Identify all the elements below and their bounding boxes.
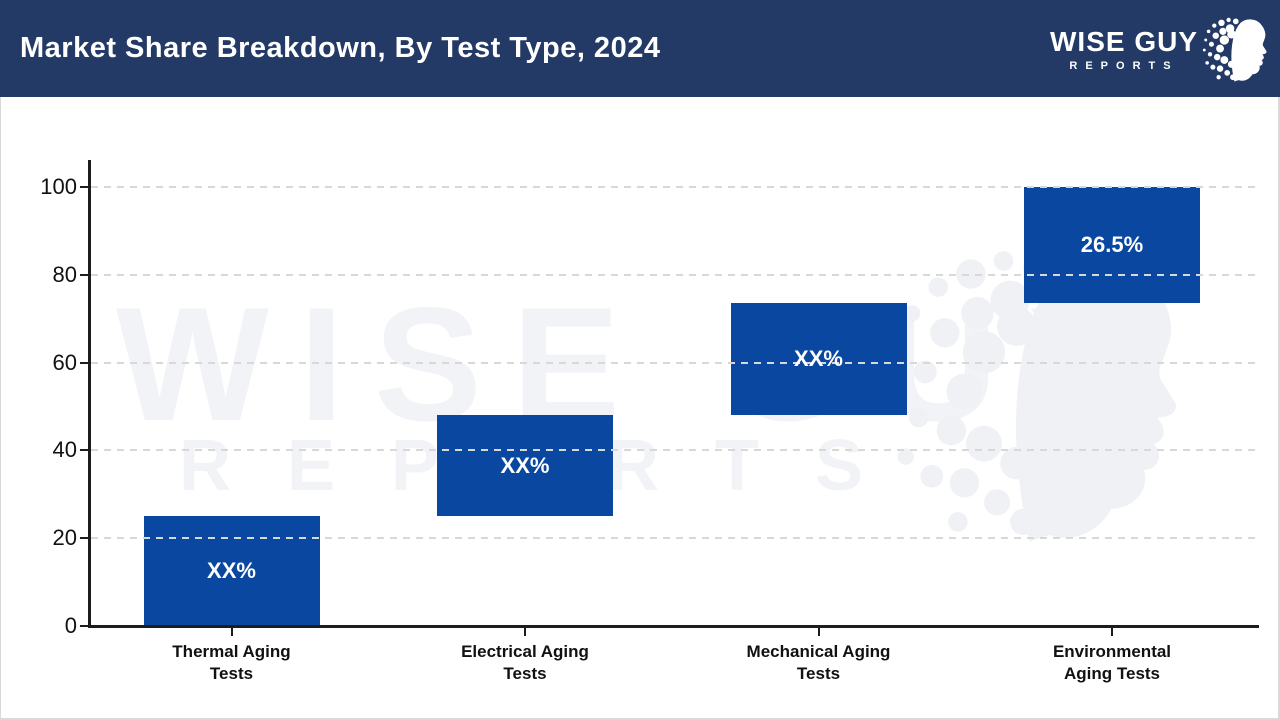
y-axis-tick-label-20: 20: [52, 525, 77, 551]
logo-text: WISE GUY REPORTS: [1050, 27, 1198, 73]
bar-electrical-aging-tests: [437, 415, 613, 517]
y-axis-tick-label-0: 0: [64, 613, 77, 638]
y-axis-line: [88, 160, 91, 628]
x-axis-category-label: Mechanical Aging Tests: [679, 641, 959, 685]
category-label-line: Aging Tests: [1063, 664, 1161, 683]
x-axis-line: [88, 625, 1259, 628]
x-axis-category-label: Electrical Aging Tests: [385, 641, 665, 685]
bar-environmental-aging-tests: [1024, 187, 1200, 304]
category-label-line: Thermal Aging: [172, 642, 291, 661]
x-axis-category-label: Thermal Aging Tests: [92, 641, 372, 685]
gridline-60: [91, 361, 1259, 364]
logo-subtitle: REPORTS: [1069, 60, 1179, 72]
bar-value-label: 26.5%: [1080, 232, 1144, 258]
gridline-100: [91, 186, 1259, 188]
bar-mechanical-aging-tests: [730, 303, 907, 416]
bar-value-label: XX%: [794, 346, 843, 372]
y-axis-tick-mark: [80, 537, 89, 540]
x-axis-tick-mark: [524, 628, 526, 636]
category-label-line: Tests: [503, 664, 547, 683]
bar-value-label: XX%: [207, 558, 256, 584]
x-axis-tick-mark: [230, 628, 233, 636]
y-axis-tick-label-40: 40: [52, 437, 77, 463]
y-axis-tick-mark: [80, 449, 89, 452]
y-axis-tick-label-100: 100: [40, 174, 77, 199]
y-axis-tick-label-80: 80: [52, 261, 77, 287]
gridline-20: [91, 537, 1259, 540]
y-axis-tick-mark: [80, 273, 89, 276]
category-label-line: Tests: [796, 664, 841, 683]
category-label-line: Electrical Aging: [461, 642, 589, 661]
x-axis-category-label: Environmental Aging Tests: [972, 641, 1252, 685]
wise-guy-logo: WISE GUY REPORTS: [1050, 8, 1268, 92]
x-axis-tick-mark: [817, 628, 820, 636]
page-title: Market Share Breakdown, By Test Type, 20…: [20, 32, 661, 64]
chart-area: WISE GUY REPORTS 020406080100XX%Thermal …: [0, 97, 1280, 720]
y-axis-tick-mark: [80, 625, 89, 627]
bar-thermal-aging-tests: [143, 516, 320, 626]
x-axis-tick-mark: [1111, 628, 1113, 636]
category-label-line: Environmental: [1052, 642, 1172, 661]
y-axis-tick-mark: [80, 361, 89, 364]
category-label-line: Tests: [209, 664, 254, 683]
category-label-line: Mechanical Aging: [746, 642, 891, 661]
bar-value-label: XX%: [500, 452, 550, 478]
y-axis-tick-label-60: 60: [52, 349, 77, 375]
gridline-80: [91, 273, 1259, 276]
header-bar: Market Share Breakdown, By Test Type, 20…: [0, 0, 1280, 97]
gridline-40: [91, 449, 1259, 452]
y-axis-tick-mark: [80, 186, 89, 188]
logo-wordmark: WISE GUY: [1049, 26, 1198, 57]
wise-guy-head-icon: [1202, 17, 1267, 82]
